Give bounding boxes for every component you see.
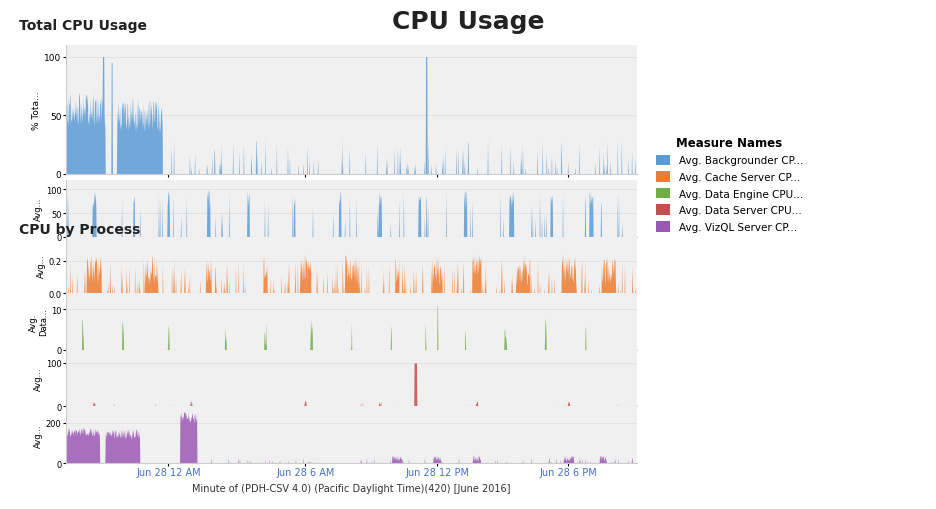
Text: CPU Usage: CPU Usage (392, 10, 544, 34)
Y-axis label: Avg...: Avg... (34, 423, 43, 447)
Y-axis label: % Tota...: % Tota... (33, 91, 41, 129)
X-axis label: Minute of (PDH-CSV 4.0) (Pacific Daylight Time)(420) [June 2016]: Minute of (PDH-CSV 4.0) (Pacific Dayligh… (192, 483, 510, 493)
Y-axis label: Avg...: Avg... (37, 253, 46, 277)
Y-axis label: Avg...: Avg... (34, 197, 43, 220)
Text: CPU by Process: CPU by Process (19, 223, 140, 237)
Y-axis label: Avg.
Data...: Avg. Data... (29, 308, 48, 336)
Y-axis label: Avg...: Avg... (34, 366, 43, 390)
Text: Total CPU Usage: Total CPU Usage (19, 19, 147, 33)
Legend: Avg. Backgrounder CP..., Avg. Cache Server CP..., Avg. Data Engine CPU..., Avg. : Avg. Backgrounder CP..., Avg. Cache Serv… (651, 132, 807, 237)
